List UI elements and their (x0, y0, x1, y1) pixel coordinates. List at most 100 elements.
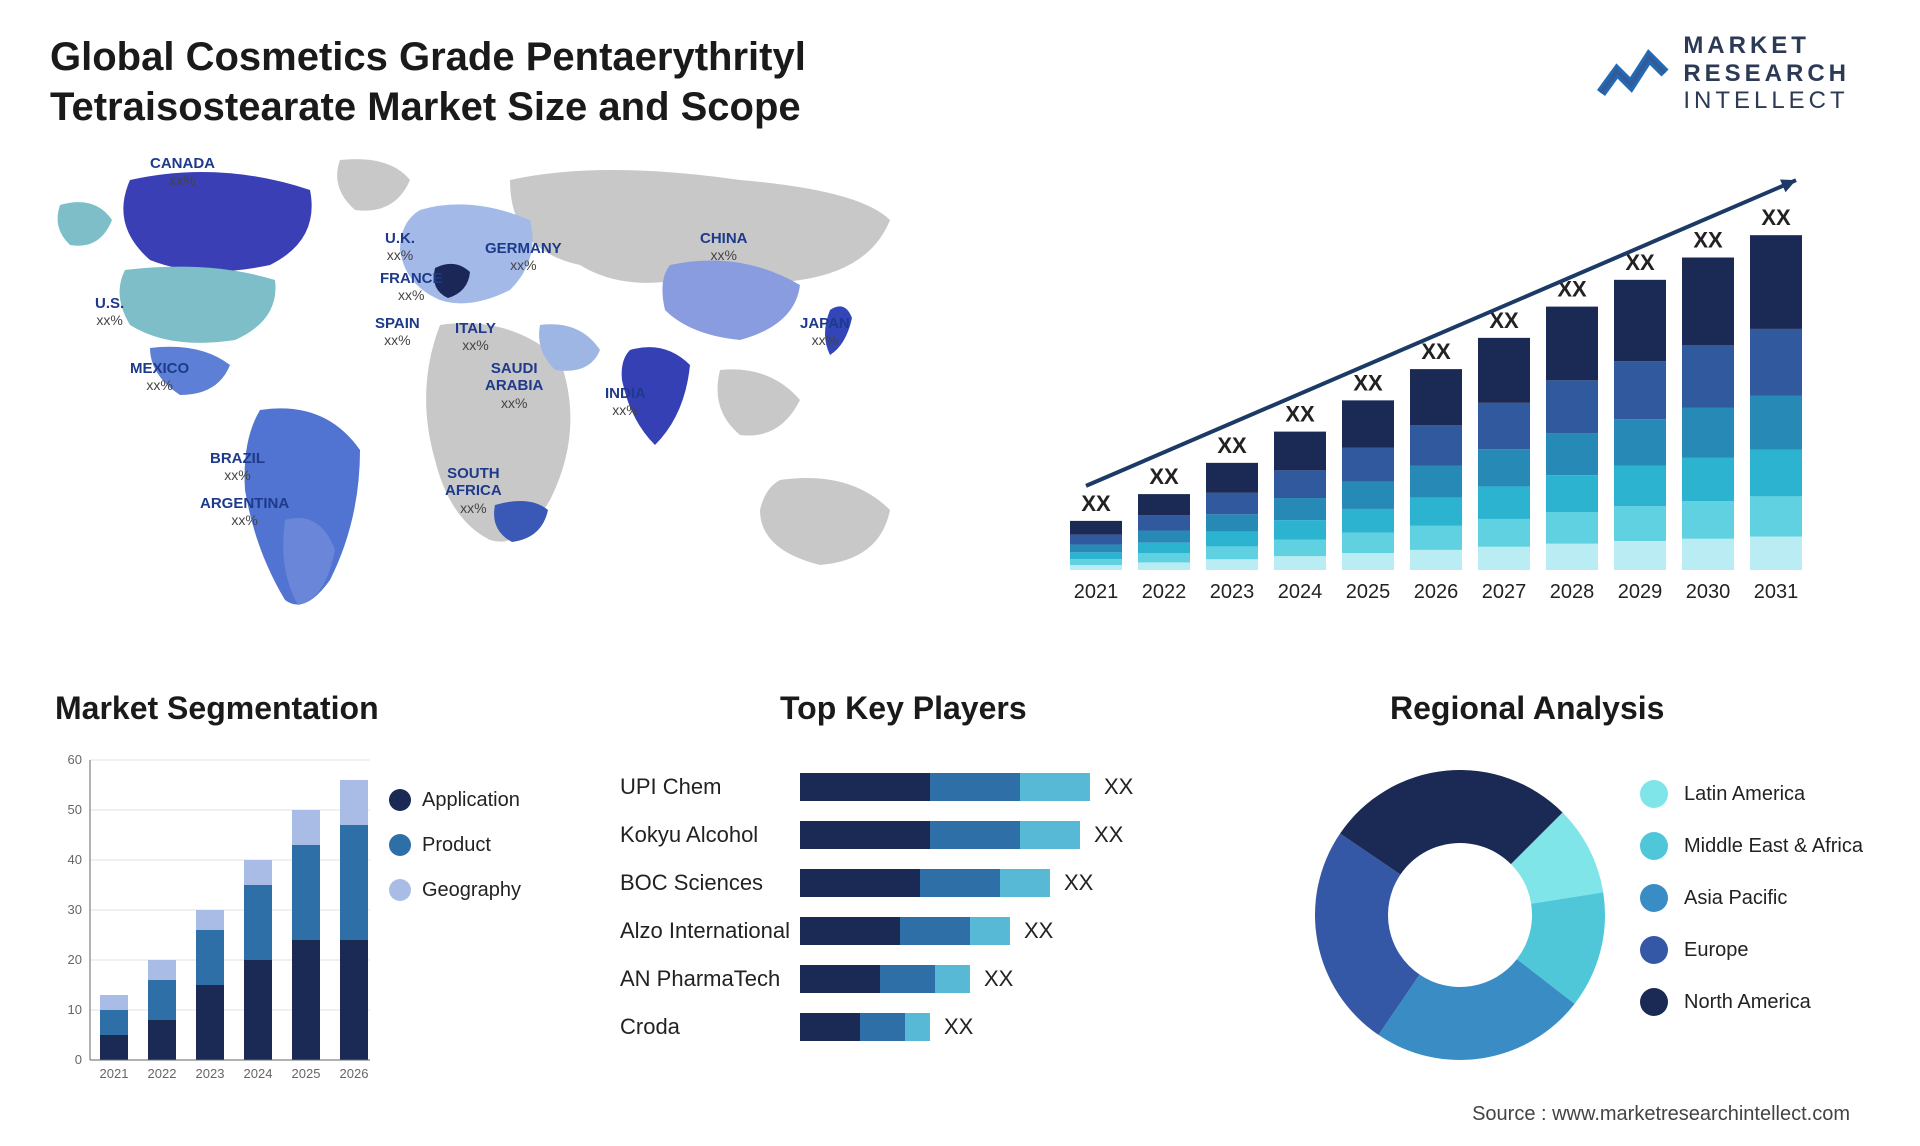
main-bar-category: 2025 (1346, 581, 1391, 603)
player-bar-segment (1000, 869, 1050, 897)
main-bar-segment (1750, 396, 1802, 450)
seg-bar-segment (340, 940, 368, 1060)
player-label: UPI Chem (620, 774, 800, 800)
main-bar-label: XX (1285, 402, 1315, 427)
legend-label: Product (422, 834, 491, 856)
main-bar-category: 2029 (1618, 581, 1663, 603)
svg-text:0: 0 (75, 1052, 82, 1067)
seg-bar-segment (148, 1020, 176, 1060)
seg-bar-segment (292, 845, 320, 940)
main-bar-segment (1478, 338, 1530, 403)
main-bar-category: 2021 (1074, 581, 1119, 603)
main-bar-segment (1206, 514, 1258, 531)
main-bar-segment (1342, 400, 1394, 448)
map-label: U.K.xx% (385, 230, 415, 263)
main-bar-category: 2027 (1482, 581, 1527, 603)
main-bar-segment (1410, 425, 1462, 465)
legend-item: Middle East & Africa (1640, 832, 1880, 860)
main-bar-segment (1410, 526, 1462, 550)
main-bar-segment (1682, 258, 1734, 346)
map-label: MEXICOxx% (130, 360, 189, 393)
legend-swatch-icon (1640, 832, 1668, 860)
legend-label: Europe (1684, 938, 1749, 962)
player-bar-segment (880, 965, 935, 993)
map-label: BRAZILxx% (210, 450, 265, 483)
main-bar-segment (1682, 539, 1734, 570)
player-bar-segment (800, 965, 880, 993)
main-bar-segment (1410, 550, 1462, 570)
main-bar-category: 2031 (1754, 581, 1799, 603)
player-row: UPI Chem XX (620, 770, 1180, 804)
player-bar (800, 965, 970, 993)
main-bar-segment (1070, 535, 1122, 545)
main-bar-segment (1682, 458, 1734, 502)
player-value: XX (944, 1014, 973, 1040)
main-bar-segment (1750, 329, 1802, 396)
player-bar (800, 1013, 930, 1041)
svg-text:2024: 2024 (244, 1066, 273, 1081)
player-bar (800, 869, 1050, 897)
main-bar-category: 2024 (1278, 581, 1323, 603)
main-bar-segment (1070, 521, 1122, 535)
main-bar-label: XX (1081, 491, 1111, 516)
player-row: Croda XX (620, 1010, 1180, 1044)
regional-title: Regional Analysis (1390, 690, 1664, 727)
main-bar-segment (1682, 501, 1734, 539)
main-bar-label: XX (1693, 228, 1723, 253)
main-bar-segment (1274, 498, 1326, 520)
main-bar-segment (1614, 361, 1666, 419)
main-bar-segment (1070, 552, 1122, 559)
svg-text:2022: 2022 (148, 1066, 177, 1081)
svg-text:40: 40 (68, 852, 82, 867)
map-label: SOUTHAFRICAxx% (445, 465, 502, 516)
player-label: Alzo International (620, 918, 800, 944)
main-bar-segment (1546, 433, 1598, 475)
map-label: JAPANxx% (800, 315, 850, 348)
seg-bar-segment (148, 980, 176, 1020)
seg-bar-segment (196, 985, 224, 1060)
player-bar-segment (970, 917, 1010, 945)
seg-bar-segment (100, 1010, 128, 1035)
player-label: AN PharmaTech (620, 966, 800, 992)
main-bar-segment (1138, 543, 1190, 554)
legend-label: Asia Pacific (1684, 886, 1787, 910)
main-bar-label: XX (1217, 433, 1247, 458)
legend-swatch-icon (389, 789, 411, 811)
main-bar-segment (1342, 533, 1394, 553)
players-chart: UPI ChemXXKokyu AlcoholXXBOC SciencesXXA… (620, 770, 1180, 1058)
svg-text:20: 20 (68, 952, 82, 967)
main-bar-segment (1614, 419, 1666, 465)
player-bar-segment (1020, 821, 1080, 849)
regional-donut (1300, 755, 1620, 1075)
main-bar-label: XX (1761, 205, 1791, 230)
player-bar (800, 773, 1090, 801)
main-bar-segment (1206, 546, 1258, 559)
legend-item: Asia Pacific (1640, 884, 1880, 912)
seg-bar-segment (100, 1035, 128, 1060)
svg-text:2026: 2026 (340, 1066, 369, 1081)
legend-item: Latin America (1640, 780, 1880, 808)
world-map: CANADAxx%U.S.xx%MEXICOxx%BRAZILxx%ARGENT… (40, 150, 920, 640)
main-bar-segment (1750, 496, 1802, 536)
main-bar-segment (1682, 345, 1734, 408)
player-label: Croda (620, 1014, 800, 1040)
main-bar-segment (1274, 432, 1326, 471)
player-bar-segment (800, 1013, 860, 1041)
player-value: XX (984, 966, 1013, 992)
map-label: CANADAxx% (150, 155, 215, 188)
player-bar-segment (905, 1013, 930, 1041)
seg-bar-segment (292, 810, 320, 845)
player-row: Alzo InternationalXX (620, 914, 1180, 948)
main-bar-segment (1410, 369, 1462, 425)
main-bar-category: 2028 (1550, 581, 1595, 603)
player-bar-segment (800, 869, 920, 897)
main-bar-segment (1546, 475, 1598, 512)
legend-swatch-icon (1640, 884, 1668, 912)
player-value: XX (1104, 774, 1133, 800)
map-label: SPAINxx% (375, 315, 420, 348)
main-bar-segment (1546, 380, 1598, 433)
main-bar-label: XX (1353, 370, 1383, 395)
logo-line1: MARKET (1683, 32, 1810, 59)
legend-label: Geography (422, 879, 521, 901)
main-bar-segment (1342, 553, 1394, 570)
